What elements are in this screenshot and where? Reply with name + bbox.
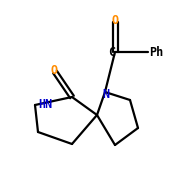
Text: C: C	[108, 45, 116, 58]
Text: O: O	[111, 14, 119, 28]
Text: Ph: Ph	[149, 45, 163, 58]
Text: O: O	[51, 64, 58, 77]
Text: N: N	[102, 89, 110, 102]
Text: HN: HN	[38, 98, 52, 111]
